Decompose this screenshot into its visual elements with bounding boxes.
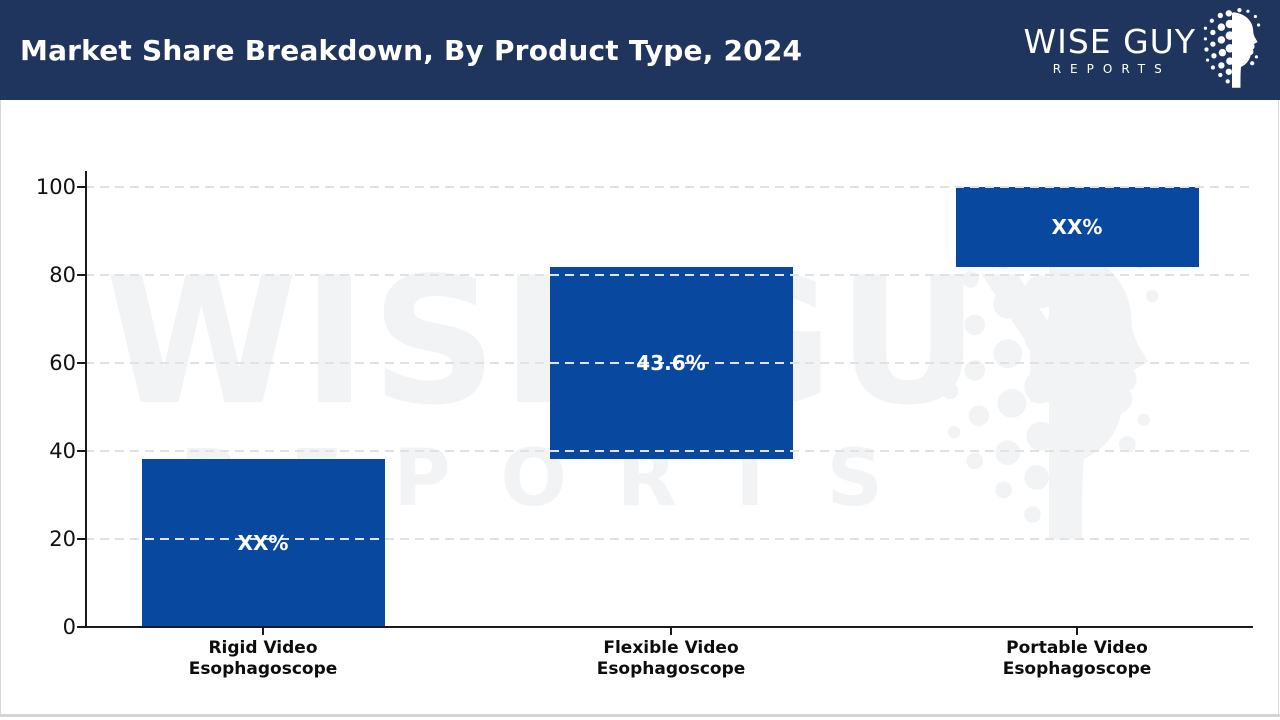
y-tick <box>77 538 85 540</box>
gridline <box>85 362 1253 364</box>
x-category-label-line: Rigid Video <box>208 638 318 658</box>
y-tick-label: 40 <box>49 439 76 463</box>
page-title: Market Share Breakdown, By Product Type,… <box>20 33 803 67</box>
y-tick-label: 80 <box>49 263 76 287</box>
wiseguy-logo: WISE GUY REPORTS <box>1023 7 1264 93</box>
x-tick <box>262 627 264 635</box>
x-category-label: Rigid Video Esophagoscope <box>103 638 423 680</box>
x-tick <box>670 627 672 635</box>
gridline <box>85 538 1253 540</box>
wiseguy-logo-text: WISE GUY REPORTS <box>1023 25 1196 76</box>
x-category-label-line: Flexible Video <box>603 638 739 658</box>
y-tick-label: 100 <box>35 175 76 199</box>
bar-value-label: XX% <box>1051 215 1103 240</box>
y-tick-label: 0 <box>62 615 76 639</box>
frame-edge-right <box>1278 100 1279 717</box>
logo-subtext: REPORTS <box>1052 61 1171 76</box>
gridline <box>85 186 1253 188</box>
x-category-label: Portable Video Esophagoscope <box>917 638 1237 680</box>
x-category-label-line: Esophagoscope <box>188 659 338 679</box>
watermark-head-icon <box>939 230 1159 540</box>
y-axis-line <box>85 171 87 628</box>
gridline <box>85 274 1253 276</box>
x-tick <box>1076 627 1078 635</box>
frame-edge-left <box>0 100 1 717</box>
frame-edge-bottom <box>0 714 1280 717</box>
header-bar: Market Share Breakdown, By Product Type,… <box>0 0 1280 100</box>
x-category-label-line: Esophagoscope <box>1002 659 1152 679</box>
y-tick <box>77 186 85 188</box>
x-category-label-line: Portable Video <box>1006 638 1148 658</box>
logo-wordmark: WISE GUY <box>1023 21 1196 61</box>
y-tick-label: 20 <box>49 527 76 551</box>
gridline <box>85 450 1253 452</box>
x-axis-line <box>85 626 1253 628</box>
y-tick <box>77 450 85 452</box>
y-tick-label: 60 <box>49 351 76 375</box>
x-category-label: Flexible Video Esophagoscope <box>511 638 831 680</box>
y-tick <box>77 626 85 628</box>
bar-value-label: XX% <box>237 530 289 555</box>
bar <box>141 458 385 627</box>
x-category-label-line: Esophagoscope <box>596 659 746 679</box>
y-tick <box>77 362 85 364</box>
wiseguy-logo-head-icon <box>1203 7 1261 88</box>
bar-value-label: 43.6% <box>636 351 706 375</box>
bar <box>955 187 1199 268</box>
y-tick <box>77 274 85 276</box>
